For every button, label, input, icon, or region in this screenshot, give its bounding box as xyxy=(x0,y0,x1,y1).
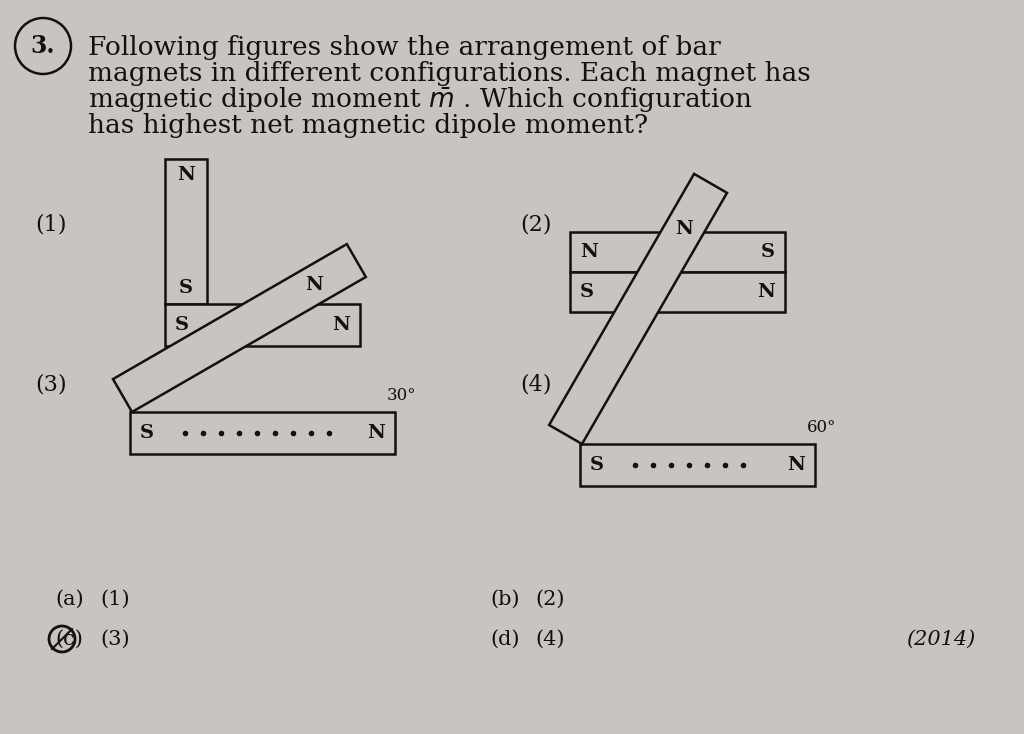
Bar xyxy=(570,232,785,272)
Text: S: S xyxy=(175,316,189,334)
Text: (2): (2) xyxy=(535,589,564,608)
Text: has highest net magnetic dipole moment?: has highest net magnetic dipole moment? xyxy=(88,114,648,139)
Text: (4): (4) xyxy=(520,373,552,395)
Text: S: S xyxy=(761,243,775,261)
Bar xyxy=(165,304,360,346)
Text: N: N xyxy=(580,243,598,261)
Text: (1): (1) xyxy=(100,589,130,608)
Bar xyxy=(570,272,785,312)
Text: Following figures show the arrangement of bar: Following figures show the arrangement o… xyxy=(88,35,721,60)
Bar xyxy=(130,412,395,454)
Bar xyxy=(165,159,207,304)
Text: (d): (d) xyxy=(490,630,519,649)
Text: (1): (1) xyxy=(35,213,67,235)
Text: N: N xyxy=(787,456,805,474)
Text: (c): (c) xyxy=(55,630,83,649)
Text: (2014): (2014) xyxy=(906,630,975,649)
Text: N: N xyxy=(757,283,775,301)
Text: N: N xyxy=(305,276,324,294)
Text: N: N xyxy=(332,316,350,334)
Text: N: N xyxy=(676,219,693,238)
Polygon shape xyxy=(113,244,366,412)
Text: magnets in different configurations. Each magnet has: magnets in different configurations. Eac… xyxy=(88,62,811,87)
Text: N: N xyxy=(177,166,195,184)
Text: (3): (3) xyxy=(35,373,67,395)
Polygon shape xyxy=(549,174,727,444)
Text: S: S xyxy=(179,279,193,297)
Text: 30°: 30° xyxy=(387,387,417,404)
Text: (3): (3) xyxy=(100,630,130,649)
Text: N: N xyxy=(368,424,385,442)
Text: 60°: 60° xyxy=(807,419,837,436)
Text: 3.: 3. xyxy=(31,34,55,58)
Text: (a): (a) xyxy=(55,589,84,608)
Bar xyxy=(580,444,815,486)
Text: S: S xyxy=(580,283,594,301)
Text: magnetic dipole moment $\bar{m}$ . Which configuration: magnetic dipole moment $\bar{m}$ . Which… xyxy=(88,85,753,115)
Text: (b): (b) xyxy=(490,589,519,608)
Text: S: S xyxy=(590,456,604,474)
Text: (2): (2) xyxy=(520,213,552,235)
Text: (4): (4) xyxy=(535,630,564,649)
Text: S: S xyxy=(140,424,154,442)
